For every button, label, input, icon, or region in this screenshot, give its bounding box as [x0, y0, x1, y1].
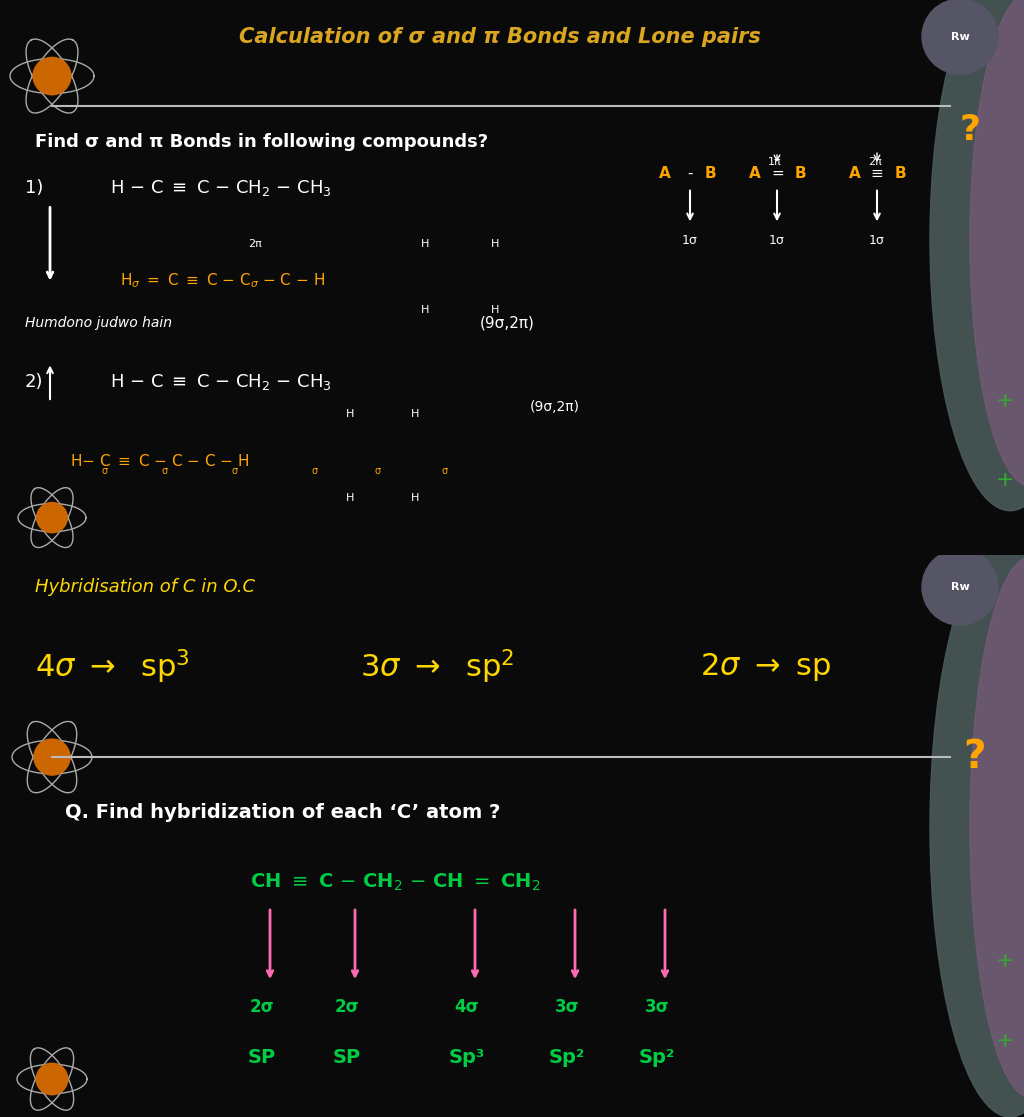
Text: H: H	[411, 409, 419, 419]
Text: 4$\sigma$ $\rightarrow$  sp$^3$: 4$\sigma$ $\rightarrow$ sp$^3$	[35, 648, 189, 686]
Text: H: H	[490, 305, 499, 315]
Text: A: A	[849, 165, 861, 181]
Text: H: H	[346, 493, 354, 503]
Text: SP: SP	[333, 1048, 361, 1067]
Circle shape	[37, 503, 68, 533]
Text: 1π: 1π	[768, 157, 781, 166]
Text: +: +	[995, 1031, 1015, 1051]
Text: 4σ: 4σ	[455, 997, 479, 1016]
Text: σ: σ	[102, 466, 109, 476]
Circle shape	[33, 57, 71, 95]
Text: 2σ: 2σ	[250, 997, 274, 1016]
Text: 3σ: 3σ	[645, 997, 670, 1016]
Text: Hybridisation of C in O.C: Hybridisation of C in O.C	[35, 579, 255, 596]
Text: σ: σ	[442, 466, 449, 476]
Text: Sp²: Sp²	[549, 1048, 585, 1067]
Text: Q. Find hybridization of each ‘C’ atom ?: Q. Find hybridization of each ‘C’ atom ?	[65, 803, 501, 822]
Circle shape	[922, 0, 998, 74]
Text: +: +	[995, 391, 1015, 411]
Text: ≡: ≡	[870, 165, 884, 181]
Text: (9σ,2π): (9σ,2π)	[480, 315, 535, 331]
Text: 2π: 2π	[248, 239, 262, 249]
Text: 2): 2)	[25, 373, 43, 391]
Text: 2σ: 2σ	[335, 997, 359, 1016]
Circle shape	[34, 739, 70, 775]
Text: Rw: Rw	[950, 582, 970, 592]
Text: B: B	[795, 165, 806, 181]
Text: σ: σ	[375, 466, 381, 476]
Text: 2π: 2π	[868, 157, 882, 166]
Text: 1σ: 1σ	[869, 233, 885, 247]
Ellipse shape	[970, 0, 1024, 486]
Text: Calculation of σ and π Bonds and Lone pairs: Calculation of σ and π Bonds and Lone pa…	[240, 27, 761, 47]
Text: H: H	[490, 239, 499, 249]
Text: (9σ,2π): (9σ,2π)	[530, 400, 580, 414]
Text: H: H	[421, 305, 429, 315]
Text: σ: σ	[312, 466, 318, 476]
Text: Sp²: Sp²	[639, 1048, 675, 1067]
Text: 2$\sigma$ $\rightarrow$ sp: 2$\sigma$ $\rightarrow$ sp	[700, 651, 831, 684]
Text: B: B	[705, 165, 716, 181]
Text: +: +	[995, 470, 1015, 490]
Text: 1σ: 1σ	[769, 233, 785, 247]
Text: H: H	[346, 409, 354, 419]
Text: =: =	[772, 165, 784, 181]
Text: 3σ: 3σ	[555, 997, 580, 1016]
Text: +: +	[995, 951, 1015, 971]
Text: ?: ?	[959, 114, 981, 147]
Text: Rw: Rw	[950, 31, 970, 41]
Text: 3$\sigma$ $\rightarrow$  sp$^2$: 3$\sigma$ $\rightarrow$ sp$^2$	[360, 648, 514, 686]
Text: 1): 1)	[25, 179, 43, 197]
Text: CH $\equiv$ C $-$ CH$_2$ $-$ CH $=$ CH$_2$: CH $\equiv$ C $-$ CH$_2$ $-$ CH $=$ CH$_…	[250, 871, 541, 892]
Ellipse shape	[930, 0, 1024, 510]
Text: H $-$ C $\equiv$ C $-$ CH$_2$ $-$ CH$_3$: H $-$ C $\equiv$ C $-$ CH$_2$ $-$ CH$_3$	[110, 372, 332, 392]
Text: H: H	[411, 493, 419, 503]
Text: H$_\sigma$ $=$ C $\equiv$ C $-$ C$_\sigma$ $-$ C $-$ H: H$_\sigma$ $=$ C $\equiv$ C $-$ C$_\sigm…	[120, 271, 325, 290]
Text: H $-$ C $\equiv$ C $-$ CH$_2$ $-$ CH$_3$: H $-$ C $\equiv$ C $-$ CH$_2$ $-$ CH$_3$	[110, 178, 332, 198]
Text: -: -	[687, 165, 693, 181]
Text: σ: σ	[162, 466, 168, 476]
Text: Find σ and π Bonds in following compounds?: Find σ and π Bonds in following compound…	[35, 133, 488, 151]
Text: 1σ: 1σ	[682, 233, 698, 247]
Circle shape	[36, 1063, 68, 1095]
Text: Sp³: Sp³	[449, 1048, 485, 1067]
Text: Humdono judwo hain: Humdono judwo hain	[25, 316, 172, 330]
Circle shape	[922, 550, 998, 626]
Text: B: B	[894, 165, 906, 181]
Text: A: A	[659, 165, 671, 181]
Text: ?: ?	[964, 738, 986, 776]
Text: σ: σ	[232, 466, 238, 476]
Ellipse shape	[970, 557, 1024, 1097]
Text: A: A	[750, 165, 761, 181]
Ellipse shape	[930, 537, 1024, 1117]
Text: H: H	[421, 239, 429, 249]
Text: H$-$ C $\equiv$ C $-$ C $-$ C $-$ H: H$-$ C $\equiv$ C $-$ C $-$ C $-$ H	[70, 454, 250, 469]
Text: SP: SP	[248, 1048, 276, 1067]
